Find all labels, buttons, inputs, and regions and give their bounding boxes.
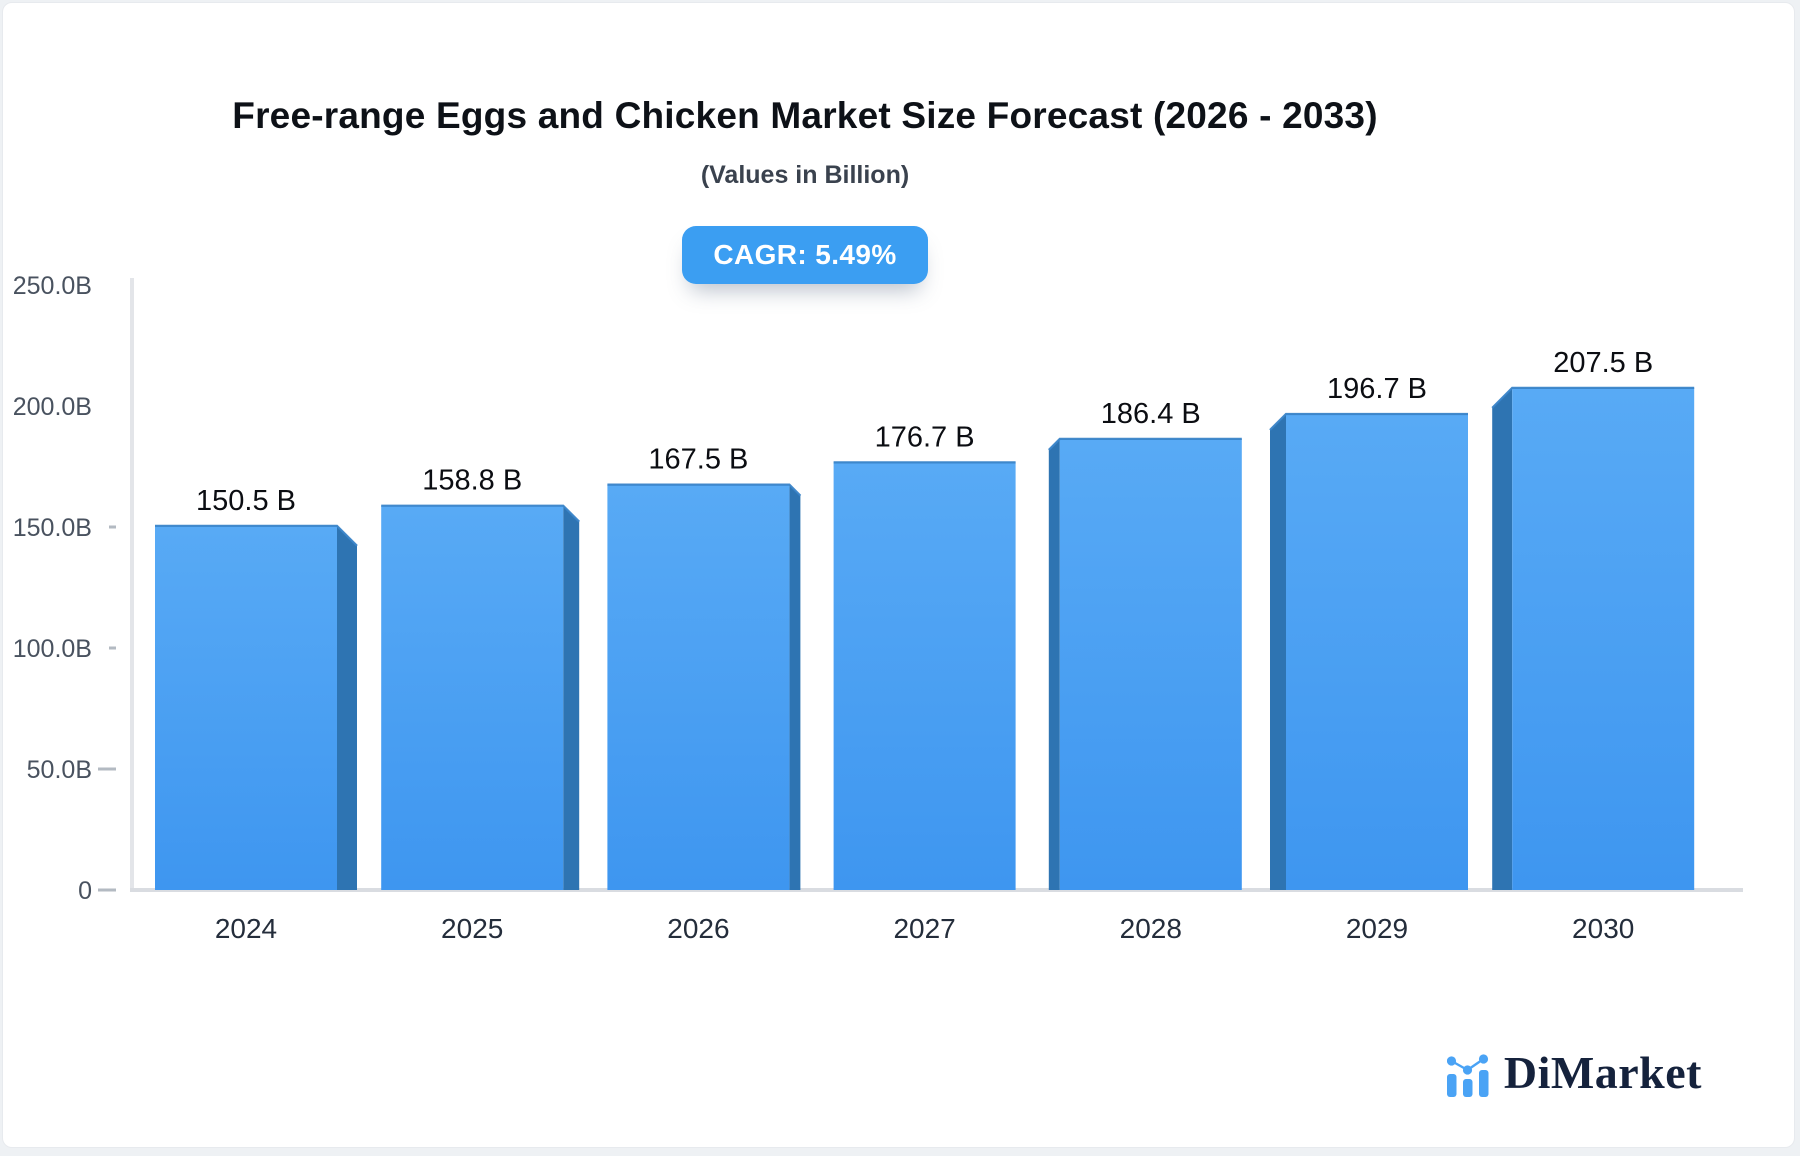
brand-name: DiMarket — [1503, 1047, 1702, 1098]
x-tick-label: 2024 — [215, 913, 277, 944]
x-tick-label: 2025 — [441, 913, 503, 944]
bar-value-label: 167.5 B — [648, 444, 748, 476]
bar-top-edge — [1048, 437, 1242, 451]
y-tick-label: 50.0B — [27, 756, 92, 784]
bar-value-label: 186.4 B — [1101, 398, 1201, 430]
bar-value-label: 196.7 B — [1327, 373, 1427, 405]
x-tick-label: 2028 — [1120, 913, 1182, 944]
bar — [1286, 413, 1468, 890]
y-tick-label: 200.0B — [13, 393, 92, 421]
bar-side-face — [789, 484, 801, 890]
bar-top-edge — [607, 483, 802, 497]
x-tick-label: 2027 — [893, 913, 955, 944]
bar — [607, 484, 790, 890]
bar — [155, 525, 337, 890]
bar-side-face — [1270, 413, 1286, 890]
bar-value-label: 158.8 B — [422, 465, 522, 497]
cagr-badge: CAGR: 5.49% — [682, 226, 928, 284]
y-tick-label: 100.0B — [13, 635, 92, 663]
brand-logo: DiMarket — [1446, 1046, 1702, 1099]
y-tick-mark — [109, 646, 116, 650]
bar — [1512, 387, 1695, 890]
bar-top-edge — [1269, 412, 1468, 431]
x-tick-label: 2030 — [1572, 913, 1634, 944]
x-tick-label: 2026 — [667, 913, 729, 944]
y-tick-label: 150.0B — [13, 514, 92, 542]
page-title: Free-range Eggs and Chicken Market Size … — [232, 95, 1378, 136]
bar-value-label: 207.5 B — [1553, 347, 1653, 379]
bar-value-label: 150.5 B — [196, 485, 296, 517]
y-tick-label: 0 — [78, 877, 92, 905]
bar-side-face — [1048, 438, 1060, 890]
bar-side-face — [563, 505, 580, 890]
y-tick-mark — [98, 888, 116, 892]
mini-bar-chart-icon — [1446, 1053, 1489, 1097]
chart-header: Free-range Eggs and Chicken Market Size … — [0, 0, 1610, 284]
bar-side-face — [1492, 387, 1513, 890]
y-tick-mark — [109, 525, 116, 529]
y-tick-label: 250.0B — [13, 272, 92, 300]
bar — [833, 462, 1016, 890]
bar — [1059, 438, 1242, 890]
page-subtitle: (Values in Billion) — [700, 161, 910, 189]
y-axis-line — [130, 278, 134, 890]
y-tick-mark — [98, 767, 116, 771]
bar-side-face — [337, 525, 357, 890]
bar-value-label: 176.7 B — [875, 421, 975, 453]
bar-top-edge — [155, 524, 358, 547]
bar-top-edge — [1491, 386, 1695, 409]
bar — [381, 505, 564, 890]
x-tick-label: 2029 — [1346, 913, 1408, 944]
bar-top-edge — [381, 504, 580, 523]
